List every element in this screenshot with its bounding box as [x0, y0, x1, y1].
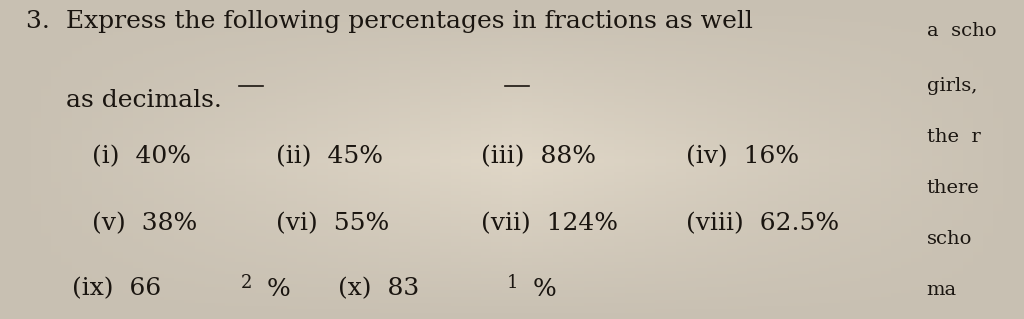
- Text: there: there: [927, 179, 980, 197]
- Text: (vi)  55%: (vi) 55%: [276, 212, 390, 235]
- Text: (ix)  66: (ix) 66: [72, 278, 161, 300]
- Text: the  r: the r: [927, 128, 980, 145]
- Text: scho: scho: [927, 230, 972, 248]
- Text: 1: 1: [507, 274, 518, 292]
- Text: 3.  Express the following percentages in fractions as well: 3. Express the following percentages in …: [26, 10, 753, 33]
- Text: (i)  40%: (i) 40%: [92, 145, 191, 168]
- Text: as decimals.: as decimals.: [26, 89, 221, 112]
- Text: ma: ma: [927, 281, 956, 299]
- Text: (v)  38%: (v) 38%: [92, 212, 198, 235]
- Text: 2: 2: [241, 274, 252, 292]
- Text: a  scho: a scho: [927, 22, 996, 40]
- Text: %: %: [266, 278, 290, 300]
- Text: (viii)  62.5%: (viii) 62.5%: [686, 212, 840, 235]
- Text: (vii)  124%: (vii) 124%: [481, 212, 618, 235]
- Text: %: %: [532, 278, 556, 300]
- Text: girls,: girls,: [927, 77, 977, 94]
- Text: (iii)  88%: (iii) 88%: [481, 145, 596, 168]
- Text: (ii)  45%: (ii) 45%: [276, 145, 383, 168]
- Text: (iv)  16%: (iv) 16%: [686, 145, 799, 168]
- Text: (x)  83: (x) 83: [338, 278, 419, 300]
